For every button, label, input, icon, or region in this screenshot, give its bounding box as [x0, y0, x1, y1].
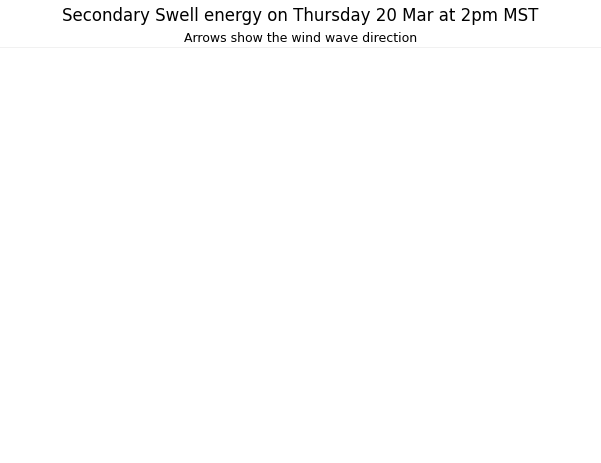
Text: Arrows show the wind wave direction: Arrows show the wind wave direction: [184, 31, 417, 44]
Text: Secondary Swell energy on Thursday 20 Mar at 2pm MST: Secondary Swell energy on Thursday 20 Ma…: [63, 6, 538, 25]
Text: Cartopy required for map rendering: Cartopy required for map rendering: [152, 247, 449, 265]
